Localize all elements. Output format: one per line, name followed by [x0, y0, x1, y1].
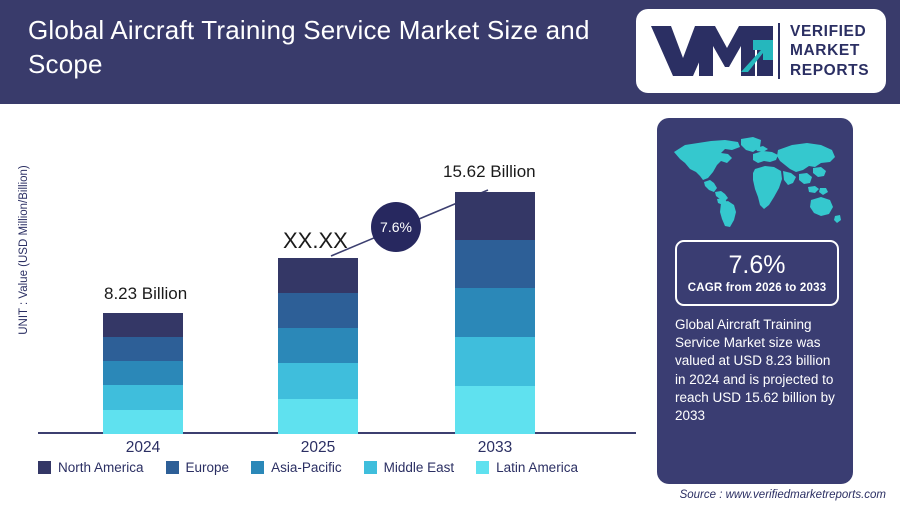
bar-segment-europe — [455, 240, 535, 288]
legend-item-asia-pacific[interactable]: Asia-Pacific — [251, 460, 342, 475]
world-map-icon — [665, 128, 845, 232]
legend-swatch-icon — [165, 461, 179, 474]
bar-segment-latin-america — [103, 410, 183, 434]
stacked-bar-chart: UNIT : Value (USD Million/Billion) 8.23 … — [0, 104, 646, 506]
bar-segment-europe — [278, 293, 358, 328]
bar-2025[interactable] — [278, 258, 358, 434]
cagr-highlight-box: 7.6% CAGR from 2026 to 2033 — [675, 240, 839, 306]
bar-2033[interactable] — [455, 192, 535, 434]
bar-segment-asia-pacific — [103, 361, 183, 385]
panel-description: Global Aircraft Training Service Market … — [675, 317, 835, 424]
bar-segment-middle-east — [455, 337, 535, 386]
cagr-value: 7.6% — [728, 250, 786, 279]
bar-value-2025: XX.XX — [283, 228, 348, 253]
cagr-caption: CAGR from 2026 to 2033 — [687, 281, 827, 294]
logo-line-verified: VERIFIED — [790, 23, 867, 41]
cagr-bubble: 7.6% — [371, 202, 421, 252]
x-tick-2025: 2025 — [300, 439, 336, 456]
legend-item-north-america[interactable]: North America — [38, 460, 144, 475]
logo-line-market: MARKET — [790, 42, 860, 60]
source-note: Source : www.verifiedmarketreports.com — [679, 489, 886, 501]
bar-segment-asia-pacific — [278, 328, 358, 363]
x-tick-2033: 2033 — [477, 439, 513, 456]
bar-2024[interactable] — [103, 313, 183, 434]
bar-value-2033: 15.62 Billion — [443, 162, 536, 181]
chart-legend: North America Europe Asia-Pacific Middle… — [38, 460, 578, 475]
legend-item-middle-east[interactable]: Middle East — [363, 460, 455, 475]
bar-segment-middle-east — [103, 385, 183, 410]
header-bar: Global Aircraft Training Service Market … — [0, 0, 900, 104]
summary-panel: 7.6% CAGR from 2026 to 2033 Global Aircr… — [657, 118, 853, 484]
bar-segment-latin-america — [455, 386, 535, 434]
legend-item-latin-america[interactable]: Latin America — [476, 460, 578, 475]
bar-segment-middle-east — [278, 363, 358, 399]
bar-segment-europe — [103, 337, 183, 361]
logo-divider — [778, 23, 780, 79]
bar-segment-latin-america — [278, 399, 358, 434]
logo-line-reports: REPORTS — [790, 61, 870, 79]
bar-segment-asia-pacific — [455, 288, 535, 337]
legend-label: North America — [58, 460, 144, 475]
vmr-logo-icon — [648, 21, 776, 81]
legend-swatch-icon — [251, 461, 265, 474]
page-title: Global Aircraft Training Service Market … — [28, 15, 590, 80]
legend-item-europe[interactable]: Europe — [165, 460, 230, 475]
legend-label: Latin America — [496, 460, 578, 475]
legend-label: Europe — [185, 460, 230, 475]
bar-value-2024: 8.23 Billion — [104, 284, 188, 303]
bar-segment-north-america — [103, 313, 183, 337]
y-axis-label: UNIT : Value (USD Million/Billion) — [18, 165, 30, 335]
plot-area: 8.23 Billion XX.XX 15.62 Billion 7.6% — [60, 104, 640, 456]
logo-wordmark: VERIFIED MARKET REPORTS — [790, 22, 869, 80]
legend-swatch-icon — [363, 461, 377, 474]
legend-label: Asia-Pacific — [271, 460, 342, 475]
x-tick-2024: 2024 — [125, 439, 161, 456]
legend-swatch-icon — [38, 461, 51, 474]
legend-label: Middle East — [383, 460, 455, 475]
bar-segment-north-america — [455, 192, 535, 240]
brand-logo: VERIFIED MARKET REPORTS — [636, 9, 886, 93]
bar-segment-north-america — [278, 258, 358, 293]
legend-swatch-icon — [476, 461, 490, 474]
